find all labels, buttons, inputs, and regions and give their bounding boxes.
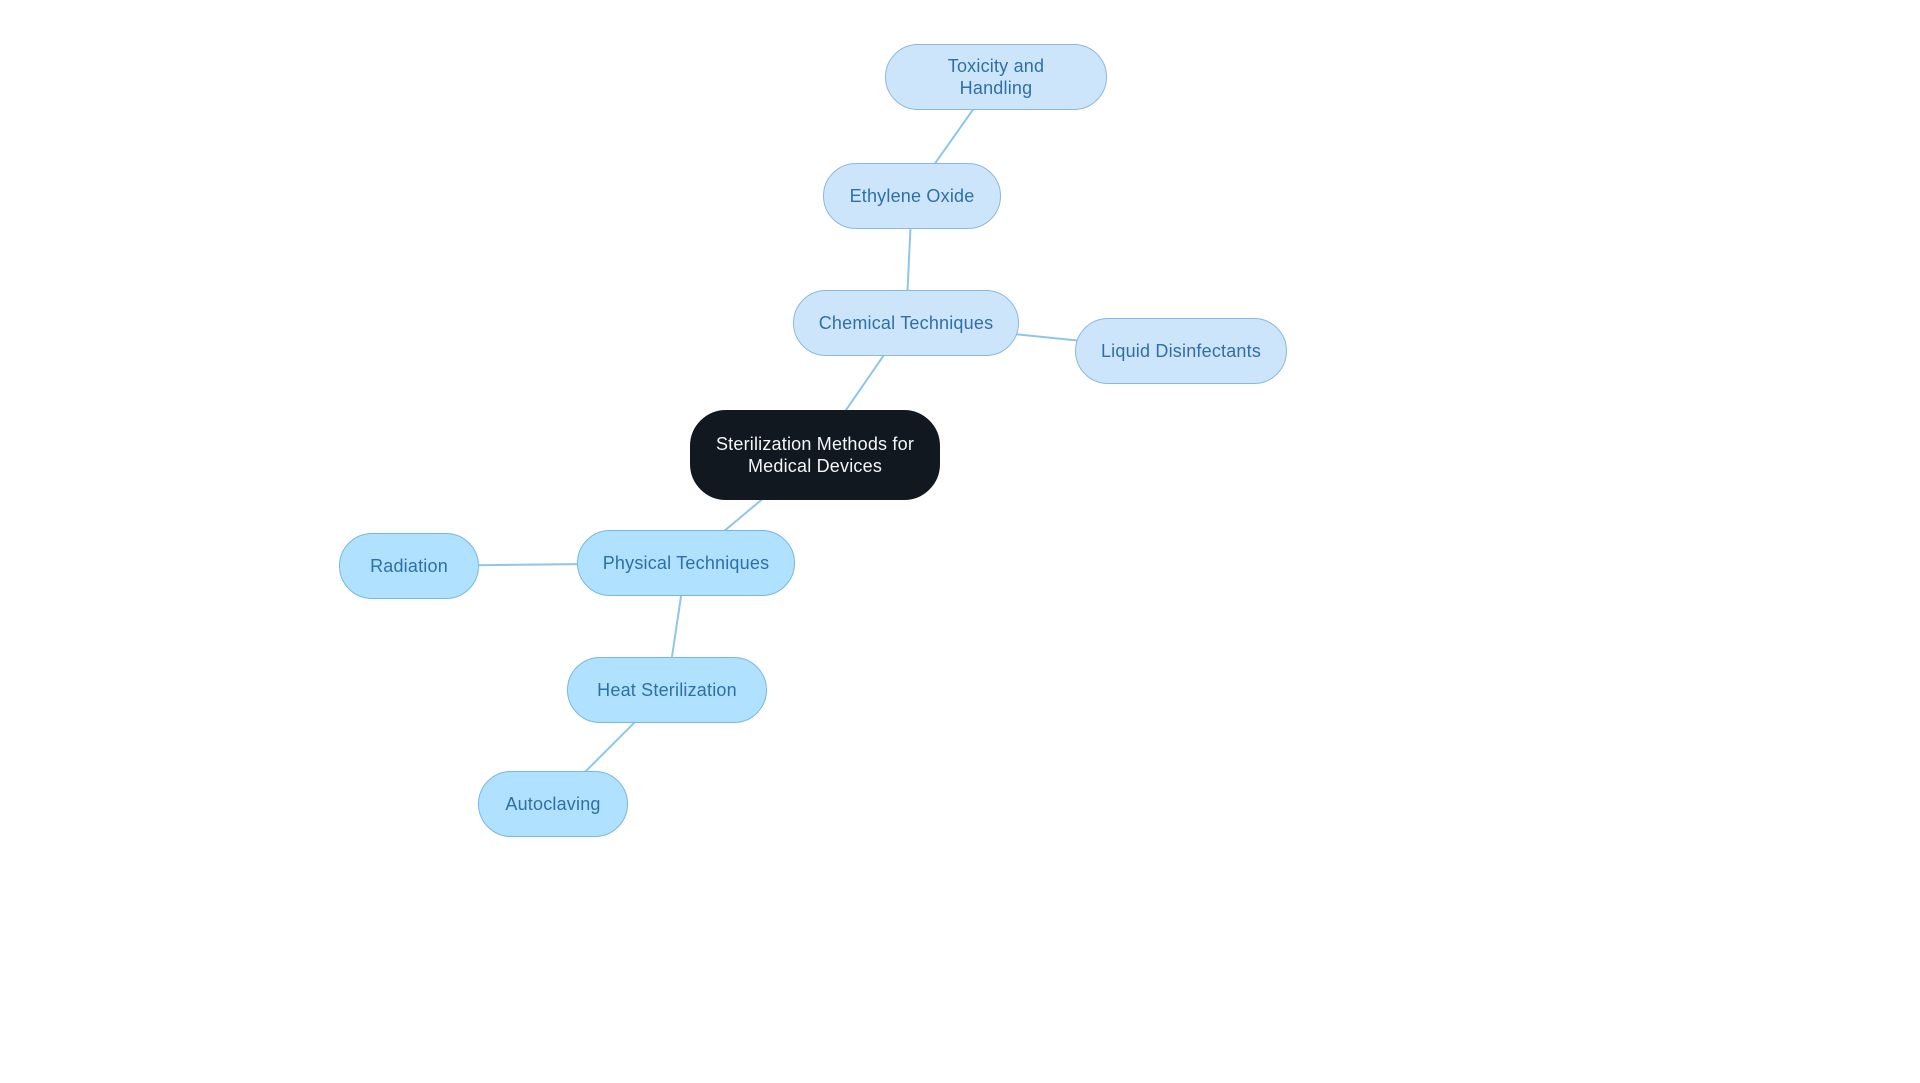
node-toxicity: Toxicity and Handling (885, 44, 1107, 110)
node-label: Liquid Disinfectants (1101, 340, 1261, 363)
node-chemical: Chemical Techniques (793, 290, 1019, 356)
node-liquid: Liquid Disinfectants (1075, 318, 1287, 384)
node-autoclaving: Autoclaving (478, 771, 628, 837)
node-label: Heat Sterilization (597, 679, 737, 702)
diagram-canvas: Sterilization Methods forMedical Devices… (0, 0, 1920, 1083)
node-label: Sterilization Methods forMedical Devices (716, 433, 914, 478)
node-label: Radiation (370, 555, 448, 578)
node-physical: Physical Techniques (577, 530, 795, 596)
node-radiation: Radiation (339, 533, 479, 599)
node-ethylene: Ethylene Oxide (823, 163, 1001, 229)
node-heat: Heat Sterilization (567, 657, 767, 723)
node-root: Sterilization Methods forMedical Devices (690, 410, 940, 500)
node-label: Autoclaving (505, 793, 600, 816)
node-label: Physical Techniques (603, 552, 770, 575)
node-label: Chemical Techniques (819, 312, 994, 335)
node-label: Toxicity and Handling (910, 55, 1082, 100)
node-label: Ethylene Oxide (850, 185, 975, 208)
